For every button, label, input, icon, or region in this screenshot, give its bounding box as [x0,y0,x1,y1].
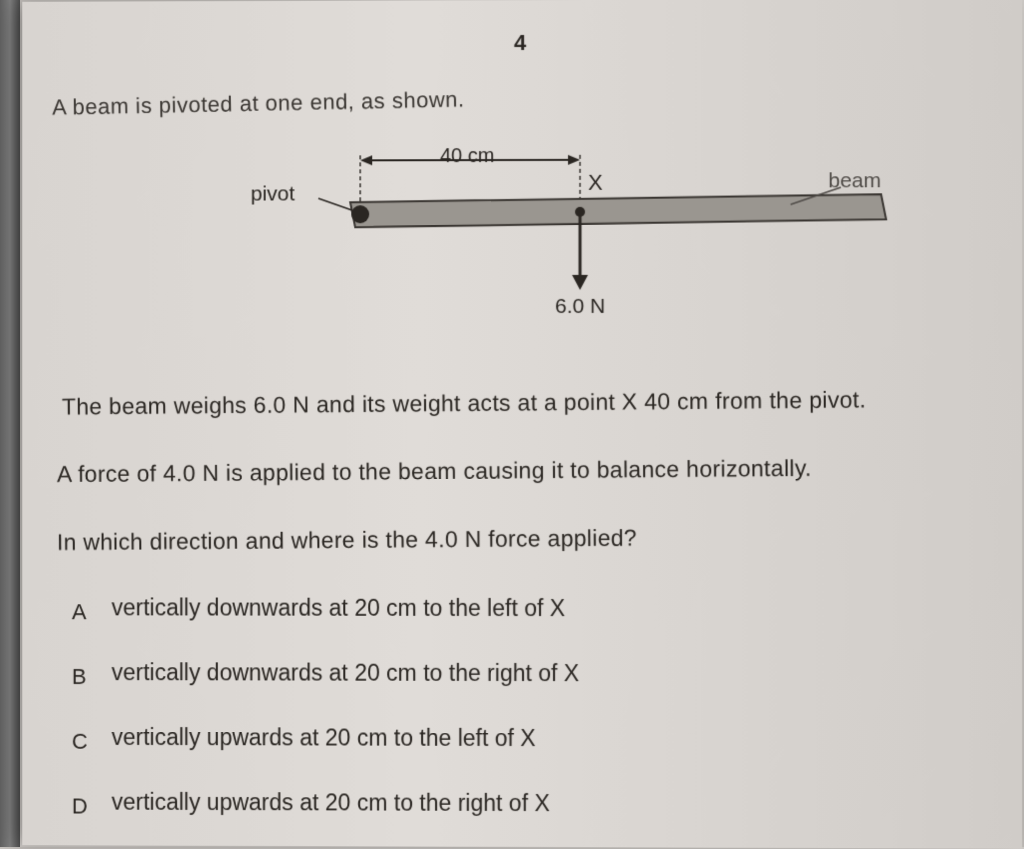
page-surface: 4 A beam is pivoted at one end, as shown… [22,0,1022,849]
option-b-letter: B [72,664,87,690]
diagram-svg [221,139,901,320]
option-a-text: vertically downwards at 20 cm to the lef… [112,594,566,622]
question-line-1: The beam weighs 6.0 N and its weight act… [62,386,866,420]
page-number: 4 [514,30,526,56]
option-b-text: vertically downwards at 20 cm to the rig… [112,659,580,687]
option-d-text: vertically upwards at 20 cm to the right… [112,789,550,817]
point-x-label: X [588,170,603,196]
question-line-3: In which direction and where is the 4.0 … [57,525,637,556]
option-c-letter: C [72,729,88,755]
beam-label: beam [828,169,881,193]
question-line-2: A force of 4.0 N is applied to the beam … [57,455,812,488]
pivot-label: pivot [251,182,295,206]
option-c-text: vertically upwards at 20 cm to the left … [112,724,536,752]
question-intro: A beam is pivoted at one end, as shown. [52,87,465,121]
option-d-letter: D [72,794,88,820]
book-binding [0,0,20,847]
force-value-label: 6.0 N [555,295,605,319]
beam-diagram: pivot beam 40 cm X 6.0 N [221,139,901,320]
option-a-letter: A [72,599,87,625]
measurement-label: 40 cm [440,145,494,168]
